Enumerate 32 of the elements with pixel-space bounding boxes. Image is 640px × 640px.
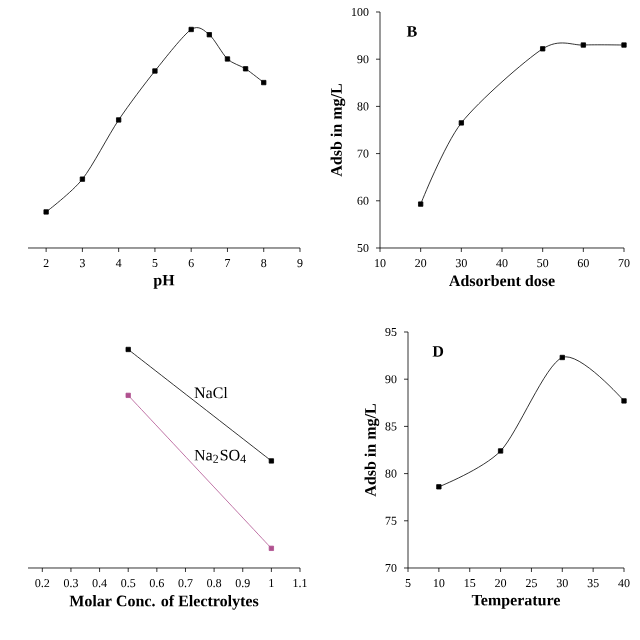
series-label: Na$_{2}$SO$_{4}$ — [194, 449, 246, 463]
point — [418, 201, 424, 207]
annotation: D — [432, 346, 444, 357]
point — [621, 398, 627, 404]
point — [268, 545, 274, 551]
series-label: NaCl — [194, 386, 228, 399]
point — [436, 484, 442, 490]
x-axis-title: Molar Conc. of Electrolytes — [69, 594, 259, 610]
point — [621, 42, 627, 48]
point — [458, 120, 464, 126]
point — [268, 458, 274, 464]
point — [206, 32, 212, 38]
x-axis-title: Adsorbent dose — [449, 274, 555, 287]
y-axis-title: Adsb in mg/L — [364, 404, 380, 497]
point — [261, 79, 267, 86]
point — [79, 176, 85, 182]
point — [125, 392, 131, 398]
y-axis-title: Adsb in mg/L — [330, 83, 346, 177]
point — [497, 448, 504, 454]
point — [152, 68, 158, 74]
point — [224, 56, 231, 62]
point — [580, 42, 586, 48]
point — [188, 26, 194, 33]
point — [43, 209, 49, 215]
x-axis-title: Temperature — [471, 594, 561, 609]
annotation: B — [406, 26, 417, 37]
point — [125, 346, 131, 353]
point — [116, 117, 122, 123]
point — [559, 354, 565, 361]
point — [540, 46, 546, 52]
x-axis-title: pH — [153, 274, 175, 289]
point — [242, 66, 249, 72]
